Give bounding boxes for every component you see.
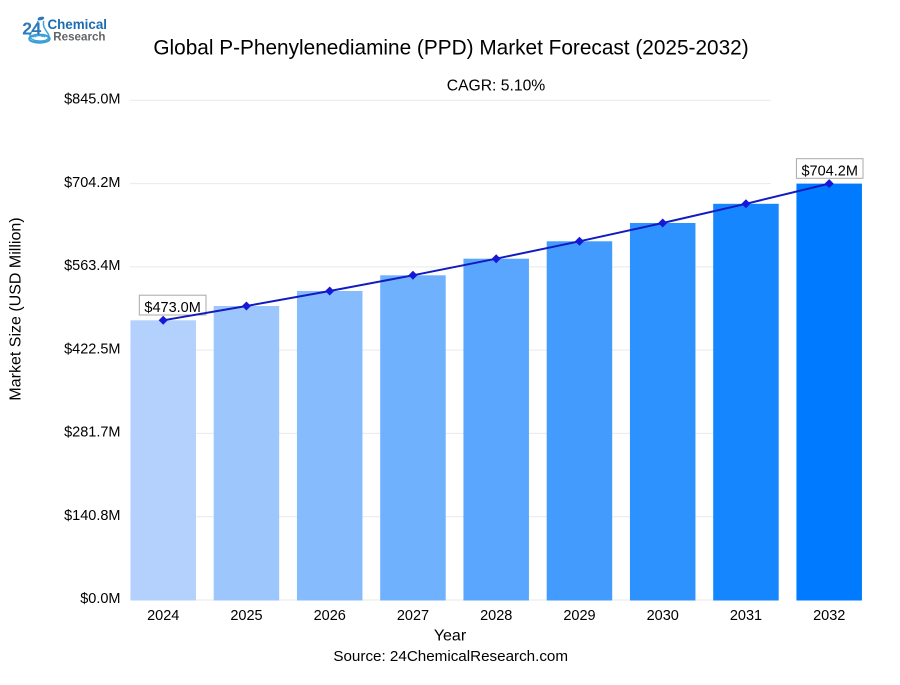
svg-text:Global P-Phenylenediamine (PPD: Global P-Phenylenediamine (PPD) Market F…: [153, 37, 748, 60]
svg-text:Chemical: Chemical: [47, 17, 107, 32]
svg-text:2030: 2030: [647, 608, 679, 624]
svg-text:2027: 2027: [397, 608, 429, 624]
svg-text:$704.2M: $704.2M: [64, 175, 120, 191]
svg-text:$281.7M: $281.7M: [64, 425, 120, 441]
svg-text:CAGR: 5.10%: CAGR: 5.10%: [447, 78, 546, 95]
svg-text:2026: 2026: [314, 608, 346, 624]
svg-text:$845.0M: $845.0M: [64, 92, 120, 108]
svg-text:$473.0M: $473.0M: [144, 300, 200, 316]
svg-text:2031: 2031: [730, 608, 762, 624]
svg-text:Market Size (USD Million): Market Size (USD Million): [8, 217, 25, 400]
svg-text:2024: 2024: [147, 608, 179, 624]
svg-text:Source: 24ChemicalResearch.com: Source: 24ChemicalResearch.com: [333, 648, 568, 665]
svg-text:2025: 2025: [230, 608, 262, 624]
svg-text:Research: Research: [53, 30, 105, 43]
svg-text:$140.8M: $140.8M: [64, 508, 120, 524]
svg-text:2032: 2032: [813, 608, 845, 624]
svg-text:$563.4M: $563.4M: [64, 258, 120, 274]
svg-text:2029: 2029: [563, 608, 595, 624]
svg-text:$422.5M: $422.5M: [64, 341, 120, 357]
svg-text:$0.0M: $0.0M: [80, 591, 120, 607]
svg-text:24: 24: [22, 19, 41, 39]
svg-text:$704.2M: $704.2M: [801, 164, 857, 180]
svg-text:Year: Year: [434, 628, 467, 645]
svg-text:2028: 2028: [480, 608, 512, 624]
